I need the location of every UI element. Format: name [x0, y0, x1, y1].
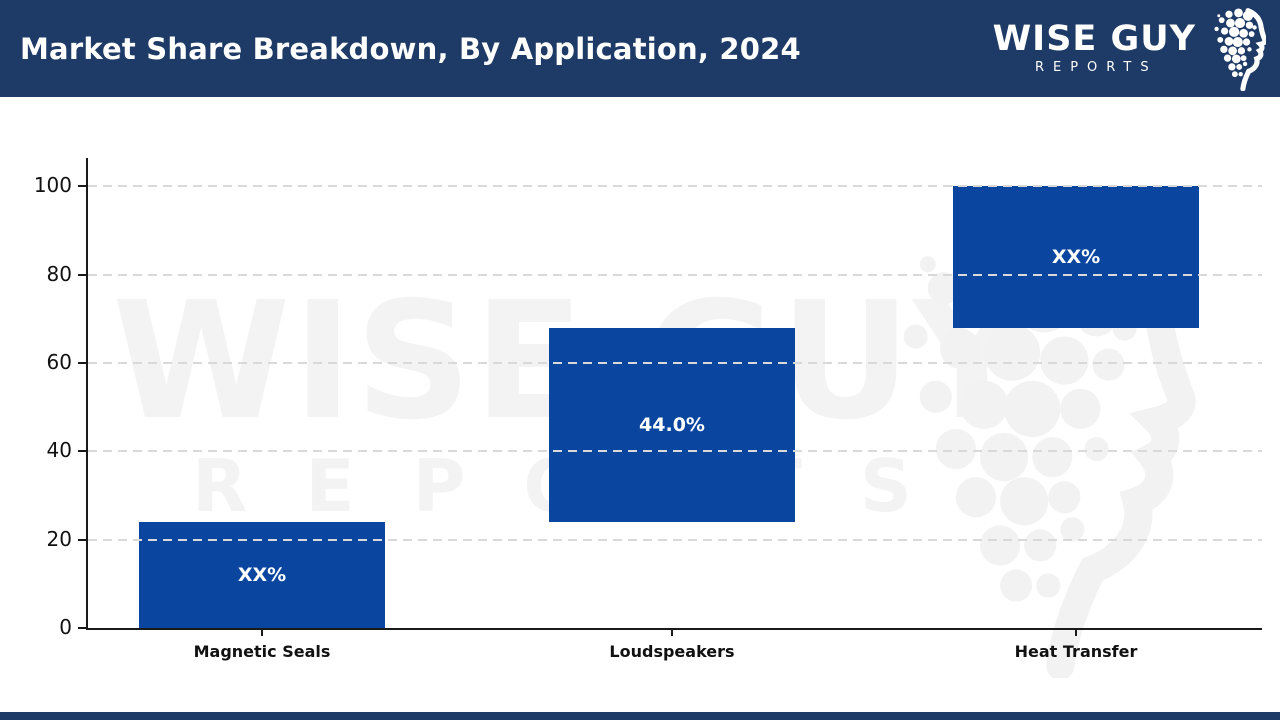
y-tick-mark	[78, 627, 86, 629]
x-tick-mark	[261, 630, 263, 636]
y-tick-label: 40	[46, 438, 72, 463]
bar-chart: 0 20 40 60 80 100 XX% 44.0% XX% Magnetic Seals Lou…	[34, 158, 1262, 661]
gridline	[88, 450, 1262, 453]
bar-value-label: XX%	[1051, 246, 1101, 269]
brand-head-icon	[1192, 7, 1266, 91]
y-tick-mark	[78, 185, 86, 188]
bar-value-label: XX%	[237, 564, 287, 586]
y-tick-label: 20	[46, 526, 72, 551]
footer-bar	[0, 712, 1280, 720]
bar-value-label: 44.0%	[639, 413, 705, 436]
gridline	[88, 273, 1262, 276]
y-tick-label: 80	[46, 261, 72, 286]
x-category-label: Heat Transfer	[1014, 642, 1138, 661]
gridline	[88, 362, 1262, 365]
gridline	[88, 185, 1262, 188]
y-tick-mark	[78, 362, 86, 365]
y-tick-label: 100	[33, 173, 72, 198]
y-tick-mark	[78, 273, 86, 276]
brand-logo: WISE GUY REPORTS	[993, 7, 1266, 91]
brand-logo-text: WISE GUY REPORTS	[992, 19, 1196, 76]
bar-segment: XX%	[953, 186, 1199, 328]
y-tick-mark	[78, 538, 86, 541]
x-category-label: Loudspeakers	[609, 642, 735, 661]
gridline	[88, 538, 1262, 541]
y-tick-label: 60	[46, 350, 72, 375]
x-tick-mark	[1075, 630, 1077, 636]
x-tick-mark	[671, 630, 673, 636]
x-category-label: Magnetic Seals	[193, 642, 331, 661]
y-tick-label: 0	[59, 615, 72, 639]
page-title: Market Share Breakdown, By Application, …	[20, 31, 801, 66]
brand-name: WISE GUY	[992, 19, 1196, 59]
header-bar: Market Share Breakdown, By Application, …	[0, 0, 1280, 97]
y-tick-mark	[78, 450, 86, 453]
bar-segment: 44.0%	[549, 327, 795, 523]
y-axis-line	[86, 158, 88, 630]
brand-subname: REPORTS	[1034, 60, 1158, 75]
x-axis-line	[86, 628, 1262, 630]
